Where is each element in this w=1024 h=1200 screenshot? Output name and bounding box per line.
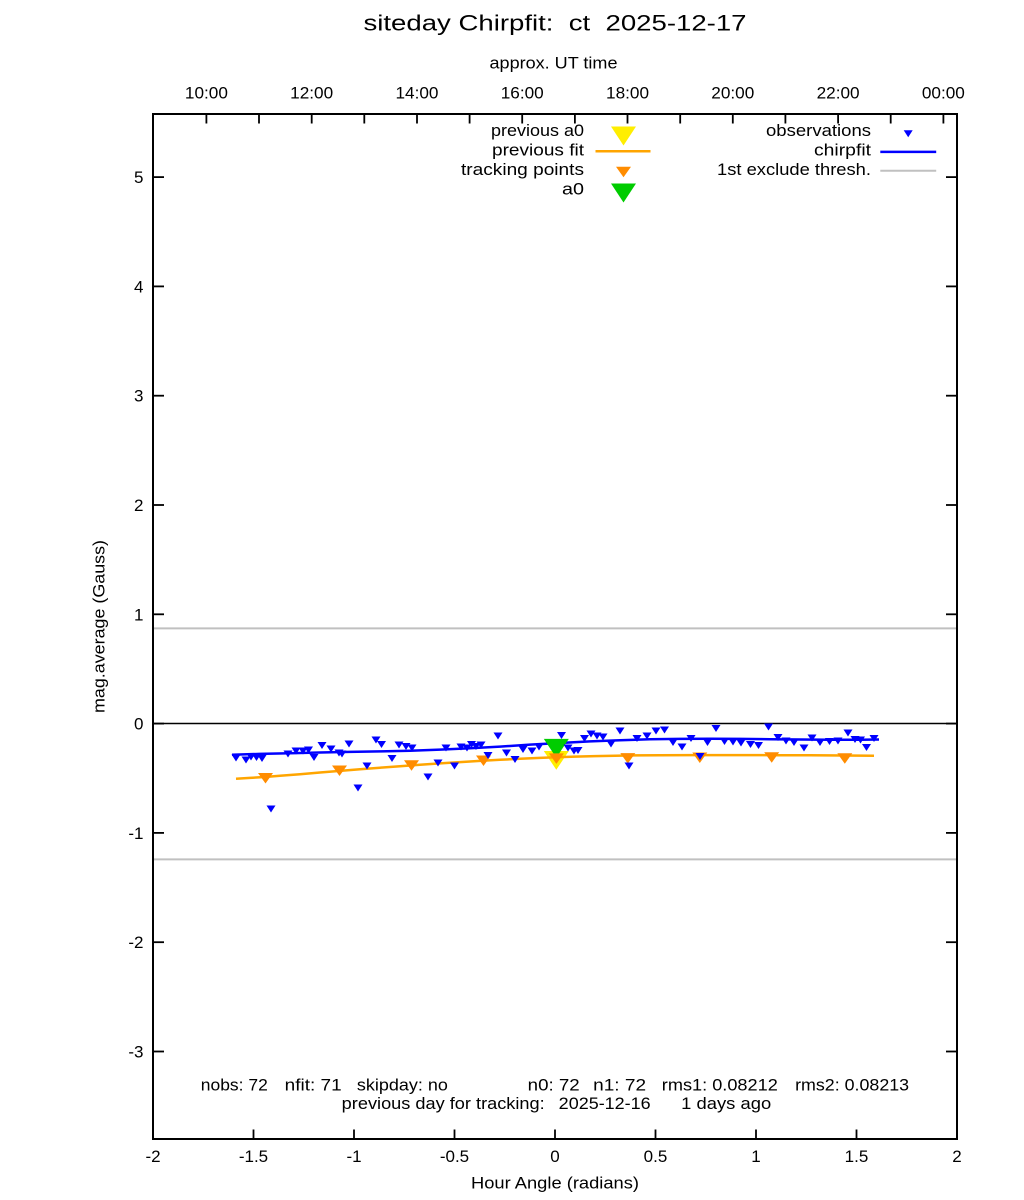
svg-text:1: 1 — [134, 605, 143, 624]
svg-text:siteday Chirpfit: ct 2025-12: siteday Chirpfit: ct 2025-12-17 — [364, 10, 747, 35]
svg-text:rms2: 0.08213: rms2: 0.08213 — [795, 1076, 909, 1095]
svg-text:n0: 72: n0: 72 — [528, 1076, 580, 1095]
svg-text:2: 2 — [952, 1147, 961, 1166]
svg-text:1: 1 — [751, 1147, 760, 1166]
svg-text:2: 2 — [134, 496, 143, 515]
svg-text:previous fit: previous fit — [492, 141, 584, 160]
svg-text:16:00: 16:00 — [501, 83, 544, 102]
svg-text:20:00: 20:00 — [711, 83, 754, 102]
svg-text:nobs: 72: nobs: 72 — [201, 1076, 268, 1095]
svg-text:3: 3 — [134, 387, 143, 406]
svg-text:Hour Angle (radians): Hour Angle (radians) — [471, 1174, 639, 1193]
svg-text:observations: observations — [766, 121, 871, 140]
svg-text:-0.5: -0.5 — [440, 1147, 469, 1166]
svg-text:1 days ago: 1 days ago — [681, 1094, 771, 1113]
svg-text:-2: -2 — [145, 1147, 160, 1166]
svg-text:4: 4 — [134, 277, 143, 296]
svg-text:1st exclude thresh.: 1st exclude thresh. — [717, 160, 871, 179]
svg-text:0.5: 0.5 — [644, 1147, 668, 1166]
svg-text:nfit: 71: nfit: 71 — [285, 1076, 342, 1095]
svg-text:chirpfit: chirpfit — [814, 141, 871, 160]
svg-text:-3: -3 — [128, 1043, 143, 1062]
svg-text:18:00: 18:00 — [606, 83, 649, 102]
svg-text:previous day for tracking:: previous day for tracking: — [342, 1094, 545, 1113]
svg-text:previous a0: previous a0 — [491, 121, 584, 140]
svg-text:-1.5: -1.5 — [239, 1147, 268, 1166]
svg-text:a0: a0 — [562, 180, 584, 199]
svg-text:rms1: 0.08212: rms1: 0.08212 — [662, 1076, 778, 1095]
svg-text:skipday: no: skipday: no — [357, 1076, 448, 1095]
svg-text:5: 5 — [134, 168, 143, 187]
svg-text:tracking points: tracking points — [461, 160, 584, 179]
svg-text:22:00: 22:00 — [817, 83, 860, 102]
svg-text:n1: 72: n1: 72 — [593, 1076, 646, 1095]
svg-text:10:00: 10:00 — [185, 83, 228, 102]
svg-text:0: 0 — [134, 715, 143, 734]
svg-text:-1: -1 — [346, 1147, 361, 1166]
svg-text:-1: -1 — [128, 824, 143, 843]
svg-text:00:00: 00:00 — [922, 83, 965, 102]
svg-text:mag.average (Gauss): mag.average (Gauss) — [89, 540, 108, 713]
svg-text:2025-12-16: 2025-12-16 — [559, 1094, 651, 1113]
svg-text:12:00: 12:00 — [290, 83, 333, 102]
svg-text:14:00: 14:00 — [395, 83, 438, 102]
svg-text:approx. UT time: approx. UT time — [490, 53, 618, 72]
svg-text:0: 0 — [550, 1147, 559, 1166]
svg-text:1.5: 1.5 — [845, 1147, 869, 1166]
svg-text:-2: -2 — [128, 933, 143, 952]
